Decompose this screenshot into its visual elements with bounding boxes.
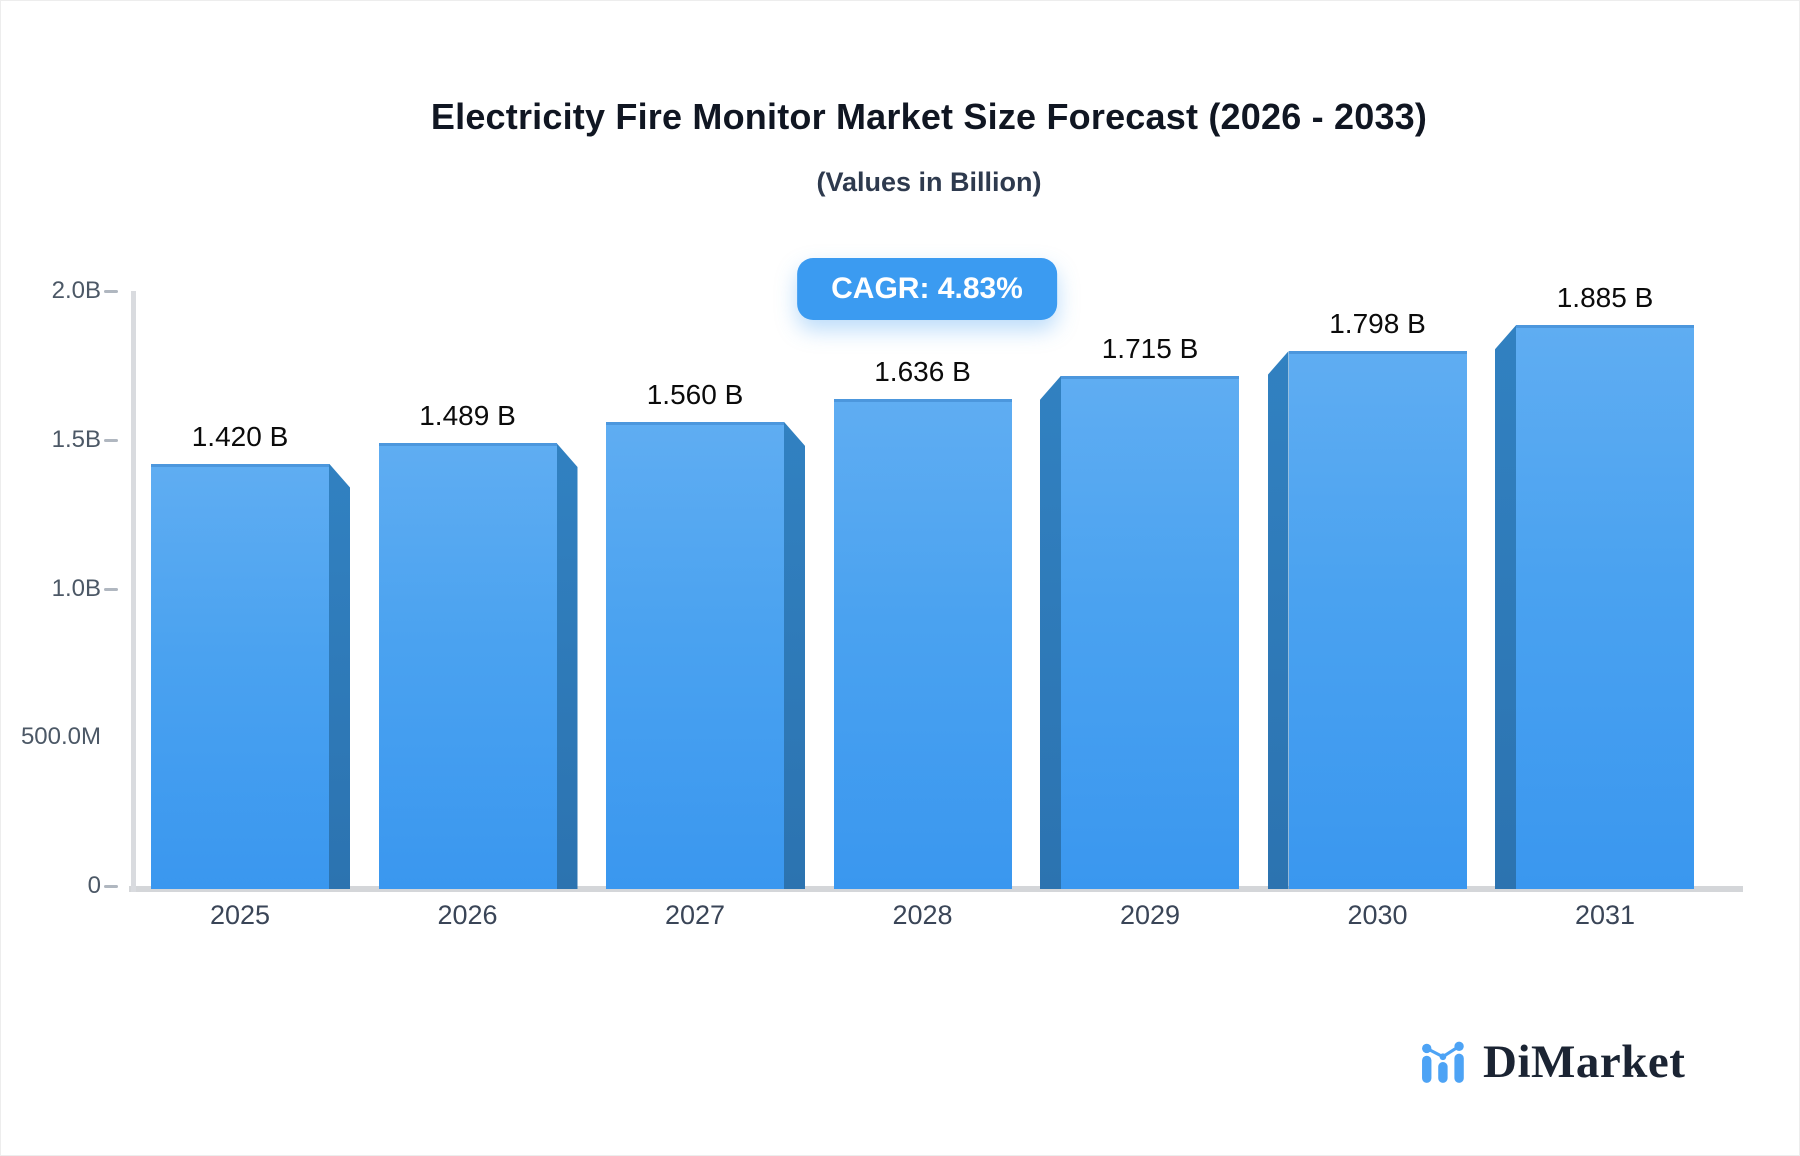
bar-2031[interactable] xyxy=(1516,325,1694,889)
bar-value-label: 1.715 B xyxy=(1101,332,1199,364)
x-axis-tick-label: 2031 xyxy=(1574,900,1636,930)
y-axis-tick-dash xyxy=(104,885,118,888)
bar-3d-side xyxy=(1495,325,1516,889)
y-axis-tick-label: 1.0B xyxy=(51,574,101,602)
brand-name: DiMarket xyxy=(1483,1036,1686,1088)
y-axis-tick-dash xyxy=(104,587,118,591)
bar-2026[interactable] xyxy=(378,443,557,889)
bar-3d-side xyxy=(329,463,350,889)
bar-2025[interactable] xyxy=(151,463,329,889)
bar-2030[interactable] xyxy=(1288,351,1467,889)
y-axis-tick-label: 1.5B xyxy=(51,425,101,453)
bar-value-label: 1.420 B xyxy=(191,420,289,452)
x-axis-tick-label: 2028 xyxy=(892,900,953,930)
bar-2028[interactable] xyxy=(833,399,1012,889)
bar-3d-side xyxy=(784,421,805,889)
bar-line-chart-icon xyxy=(1422,1041,1464,1083)
y-axis-tick-label: 500.0M xyxy=(20,723,101,751)
bar-value-label: 1.885 B xyxy=(1556,282,1654,314)
y-axis-line xyxy=(131,291,136,892)
cagr-badge: CAGR: 4.83% xyxy=(797,258,1057,320)
y-axis-tick-label: 0 xyxy=(87,872,101,899)
bar-value-label: 1.489 B xyxy=(419,400,516,432)
chart-subtitle: (Values in Billion) xyxy=(816,167,1042,197)
bar-3d-side xyxy=(556,443,578,889)
x-axis-tick-label: 2029 xyxy=(1119,900,1181,930)
y-axis-tick-label: 2.0B xyxy=(51,277,101,304)
bar-3d-side xyxy=(1267,351,1289,889)
x-axis-tick-label: 2026 xyxy=(437,900,498,930)
y-axis-tick-dash xyxy=(104,438,118,442)
x-axis-tick-label: 2027 xyxy=(664,900,726,930)
x-axis-line xyxy=(129,886,1743,892)
x-axis-tick-label: 2030 xyxy=(1347,900,1408,930)
bar-value-label: 1.560 B xyxy=(646,378,744,410)
y-axis-tick-dash xyxy=(104,290,118,293)
bar-2029[interactable] xyxy=(1061,375,1239,889)
brand-logo: DiMarket xyxy=(1421,1039,1685,1086)
chart-title: Electricity Fire Monitor Market Size For… xyxy=(430,96,1428,137)
bar-value-label: 1.798 B xyxy=(1329,308,1426,340)
bar-3d-side xyxy=(1040,375,1061,889)
x-axis-tick-label: 2025 xyxy=(209,900,271,930)
bar-value-label: 1.636 B xyxy=(874,356,971,388)
bar-2027[interactable] xyxy=(606,421,784,889)
